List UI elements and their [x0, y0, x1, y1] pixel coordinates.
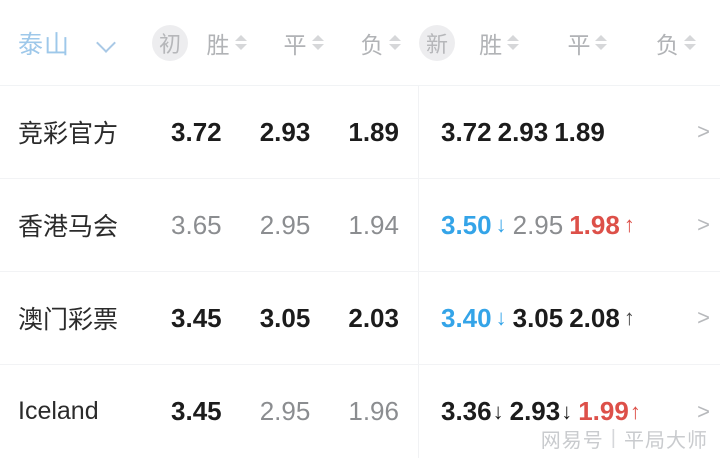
- initial-odds-cells: 3.45 2.95 1.96: [152, 365, 419, 458]
- sort-initial-lose[interactable]: 负: [342, 26, 419, 60]
- sort-updown-icon[interactable]: [683, 35, 696, 50]
- trend-up-icon: ↑: [629, 398, 641, 424]
- latest-odd-cell: 1.89: [554, 117, 605, 148]
- column-label-draw: 平: [567, 31, 591, 58]
- bookmaker-name: 竞彩官方: [18, 120, 119, 148]
- latest-odd-value: 1.98: [569, 209, 620, 240]
- latest-odd-cell: 3.05: [513, 303, 564, 334]
- bookmaker-name: Iceland: [18, 397, 99, 425]
- latest-odd-cell: 2.08 ↑: [569, 303, 635, 334]
- latest-odd-value: 2.95: [512, 209, 564, 240]
- latest-odd-cell: 2.93: [498, 117, 549, 148]
- sort-updown-icon[interactable]: [595, 35, 608, 50]
- initial-odd-value: 3.05: [259, 302, 311, 333]
- sort-latest-lose[interactable]: 负: [632, 26, 720, 60]
- table-row[interactable]: 竞彩官方 3.72 2.93 1.89 3.72 2.93 1.89 >: [0, 86, 720, 179]
- initial-odds-cells: 3.65 2.95 1.94: [152, 179, 419, 271]
- latest-odd-value: 3.05: [512, 302, 564, 333]
- initial-odd-value: 1.94: [348, 209, 399, 240]
- column-label-win: 胜: [206, 31, 230, 58]
- latest-odds-cells: 3.50 ↓ 2.95 1.98 ↑ >: [419, 179, 720, 271]
- latest-odds-cells: 3.40 ↓ 3.05 2.08 ↑ >: [419, 272, 720, 364]
- initial-odds-badge: 初: [152, 24, 188, 61]
- initial-odd-value: 3.45: [171, 396, 222, 426]
- latest-odd-value: 3.50: [441, 209, 492, 240]
- sort-initial-draw[interactable]: 平: [265, 26, 342, 60]
- trend-down-icon: ↓: [495, 305, 507, 330]
- latest-odd-value: 3.72: [441, 116, 492, 147]
- team-selector[interactable]: 泰山: [0, 25, 152, 61]
- latest-odd-cell: 3.72: [441, 117, 492, 148]
- team-name-label: 泰山: [18, 30, 71, 59]
- initial-odd-value: 2.03: [348, 302, 399, 333]
- chevron-right-icon[interactable]: >: [697, 305, 710, 330]
- latest-odds-header-group: 新 胜 平 负: [419, 24, 720, 61]
- latest-odd-cell: 2.95: [513, 210, 564, 241]
- chevron-down-icon[interactable]: [96, 32, 118, 54]
- table-row[interactable]: 澳门彩票 3.45 3.05 2.03 3.40 ↓ 3.05 2.08 ↑ >: [0, 272, 720, 365]
- sort-updown-icon[interactable]: [507, 35, 520, 50]
- initial-odd-value: 3.65: [171, 209, 222, 240]
- latest-odd-cell: 1.98 ↑: [569, 210, 635, 241]
- trend-up-icon: ↑: [623, 212, 635, 237]
- latest-odd-value: 3.36: [441, 396, 492, 426]
- sort-updown-icon[interactable]: [234, 35, 247, 50]
- initial-odd-value: 3.45: [171, 302, 222, 333]
- latest-odds-cells: 3.72 2.93 1.89 >: [419, 86, 720, 178]
- latest-odd-cell: 1.99 ↑: [578, 396, 641, 427]
- initial-odd-value: 1.89: [348, 116, 399, 147]
- latest-odd-value: 3.40: [441, 302, 492, 333]
- sort-initial-win[interactable]: 胜: [188, 26, 265, 60]
- chevron-right-icon[interactable]: >: [697, 212, 710, 237]
- chevron-right-icon[interactable]: >: [697, 398, 710, 424]
- odds-table-body: 竞彩官方 3.72 2.93 1.89 3.72 2.93 1.89 > 香港马会 3.65 2.9…: [0, 86, 720, 458]
- initial-odds-cells: 3.72 2.93 1.89: [152, 86, 419, 178]
- initial-odds-header-group: 初 胜 平 负: [152, 24, 419, 61]
- table-row[interactable]: 香港马会 3.65 2.95 1.94 3.50 ↓ 2.95 1.98 ↑ >: [0, 179, 720, 272]
- latest-odd-cell: 3.36 ↓: [441, 396, 504, 427]
- initial-odd-value: 2.93: [259, 116, 311, 147]
- column-label-win: 胜: [479, 31, 503, 58]
- latest-odd-value: 2.93: [509, 396, 561, 426]
- latest-odds-badge: 新: [419, 24, 455, 61]
- column-label-lose: 负: [360, 31, 384, 58]
- sort-latest-draw[interactable]: 平: [543, 26, 631, 60]
- latest-odd-value: 1.99: [578, 396, 629, 426]
- sort-latest-win[interactable]: 胜: [455, 26, 543, 60]
- chevron-right-icon[interactable]: >: [697, 119, 710, 144]
- trend-down-icon: ↓: [561, 398, 573, 424]
- latest-odd-cell: 2.93 ↓: [510, 396, 573, 427]
- latest-odds-cells: 3.36 ↓ 2.93 ↓ 1.99 ↑ >: [419, 365, 720, 458]
- initial-odd-value: 3.72: [171, 116, 222, 147]
- odds-table-header: 泰山 初 胜 平 负 新 胜 平: [0, 0, 720, 86]
- latest-odd-cell: 3.50 ↓: [441, 210, 507, 241]
- initial-odds-cells: 3.45 3.05 2.03: [152, 272, 419, 364]
- sort-updown-icon[interactable]: [311, 35, 324, 50]
- bookmaker-name: 澳门彩票: [18, 306, 119, 334]
- latest-odd-cell: 3.40 ↓: [441, 303, 507, 334]
- latest-odd-value: 2.08: [569, 302, 620, 333]
- trend-down-icon: ↓: [492, 398, 504, 424]
- initial-odd-value: 1.96: [348, 396, 399, 426]
- latest-odd-value: 1.89: [554, 116, 605, 147]
- initial-odd-value: 2.95: [259, 209, 311, 240]
- column-label-draw: 平: [283, 31, 307, 58]
- table-row[interactable]: Iceland 3.45 2.95 1.96 3.36 ↓ 2.93 ↓ 1.99 ↑ >: [0, 365, 720, 458]
- initial-odd-value: 2.95: [259, 396, 311, 426]
- sort-updown-icon[interactable]: [388, 35, 401, 50]
- trend-up-icon: ↑: [623, 305, 635, 330]
- column-label-lose: 负: [655, 31, 679, 58]
- latest-odd-value: 2.93: [497, 116, 549, 147]
- bookmaker-name: 香港马会: [18, 213, 119, 241]
- trend-down-icon: ↓: [495, 212, 507, 237]
